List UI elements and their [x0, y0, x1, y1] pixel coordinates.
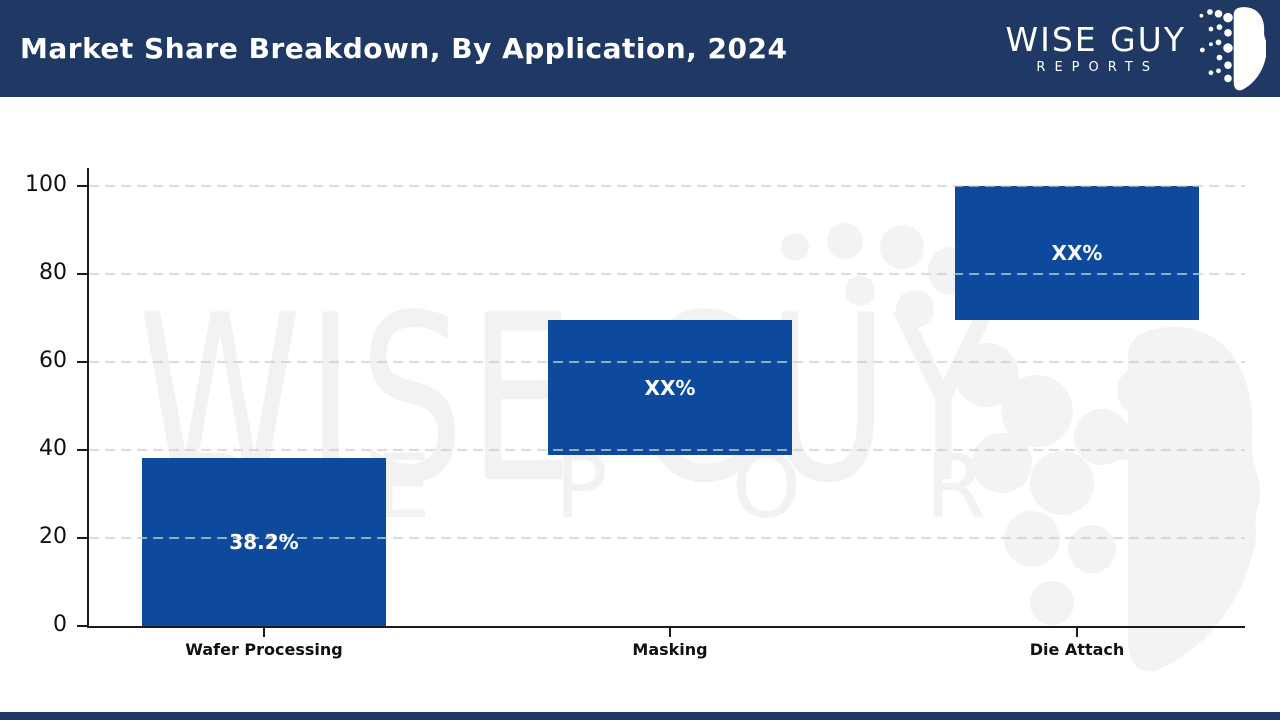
gridline-20 [89, 537, 1245, 539]
wiseguy-logo: WISE GUY REPORTS [1005, 6, 1266, 92]
category-label-masking: Masking [632, 640, 708, 659]
bar-masking [548, 320, 792, 455]
x-tick-3 [1076, 628, 1078, 637]
footer-bar [0, 712, 1280, 720]
logo-text: WISE GUY REPORTS [1005, 23, 1186, 74]
gridline-100 [89, 185, 1245, 187]
y-tick-0 [77, 625, 87, 627]
bar-value-label-2: XX% [644, 375, 696, 400]
chart-title: Market Share Breakdown, By Application, … [20, 32, 788, 65]
bar-die-attach [955, 186, 1199, 321]
category-label-wafer-processing: Wafer Processing [185, 640, 343, 659]
y-tick-label-60: 60 [39, 348, 67, 373]
header-bar: Market Share Breakdown, By Application, … [0, 0, 1280, 97]
y-tick-label-40: 40 [39, 436, 67, 461]
y-tick-label-20: 20 [39, 524, 67, 549]
y-tick-80 [77, 273, 87, 275]
x-axis [87, 626, 1245, 628]
category-label-die-attach: Die Attach [1029, 640, 1125, 659]
bar-value-label-1: 38.2% [229, 529, 299, 554]
bar-wafer-processing [142, 457, 386, 626]
y-axis [87, 168, 89, 628]
y-tick-label-80: 80 [39, 260, 67, 285]
logo-head-icon [1199, 6, 1266, 90]
y-tick-60 [77, 361, 87, 363]
x-tick-1 [263, 628, 265, 637]
gridline-80 [89, 273, 1245, 275]
gridline-40 [89, 449, 1245, 451]
y-tick-20 [77, 537, 87, 539]
y-tick-label-0: 0 [53, 612, 67, 637]
logo-wordmark: WISE GUY [1005, 20, 1186, 59]
plot-area: 0 20 40 60 80 100 Wafer Processing Masking Die A… [0, 97, 1280, 712]
chart-area: WISE GUY R E P O R T S 0 20 40 60 80 100 Wafer… [0, 97, 1280, 712]
bar-value-label-3: XX% [1051, 241, 1103, 266]
gridline-60 [89, 361, 1245, 363]
y-tick-label-100: 100 [25, 172, 67, 197]
y-tick-100 [77, 185, 87, 187]
y-tick-40 [77, 449, 87, 451]
logo-subtitle: REPORTS [1036, 60, 1160, 75]
x-tick-2 [669, 628, 671, 637]
